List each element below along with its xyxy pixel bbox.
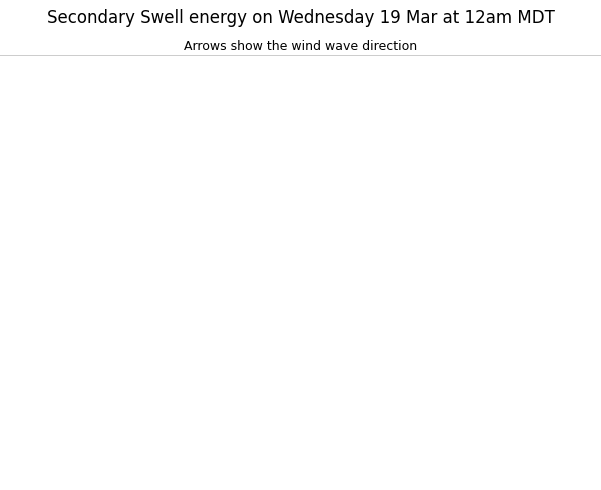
- Text: Cartopy not available: Cartopy not available: [196, 264, 405, 283]
- Text: Arrows show the wind wave direction: Arrows show the wind wave direction: [184, 40, 417, 53]
- Text: Secondary Swell energy on Wednesday 19 Mar at 12am MDT: Secondary Swell energy on Wednesday 19 M…: [46, 9, 555, 27]
